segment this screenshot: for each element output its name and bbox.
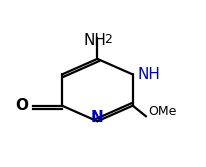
Text: NH: NH <box>83 33 106 48</box>
Text: NH: NH <box>137 67 160 82</box>
Text: OMe: OMe <box>147 105 176 118</box>
Text: O: O <box>15 98 28 113</box>
Text: 2: 2 <box>104 33 112 46</box>
Text: N: N <box>91 110 103 125</box>
